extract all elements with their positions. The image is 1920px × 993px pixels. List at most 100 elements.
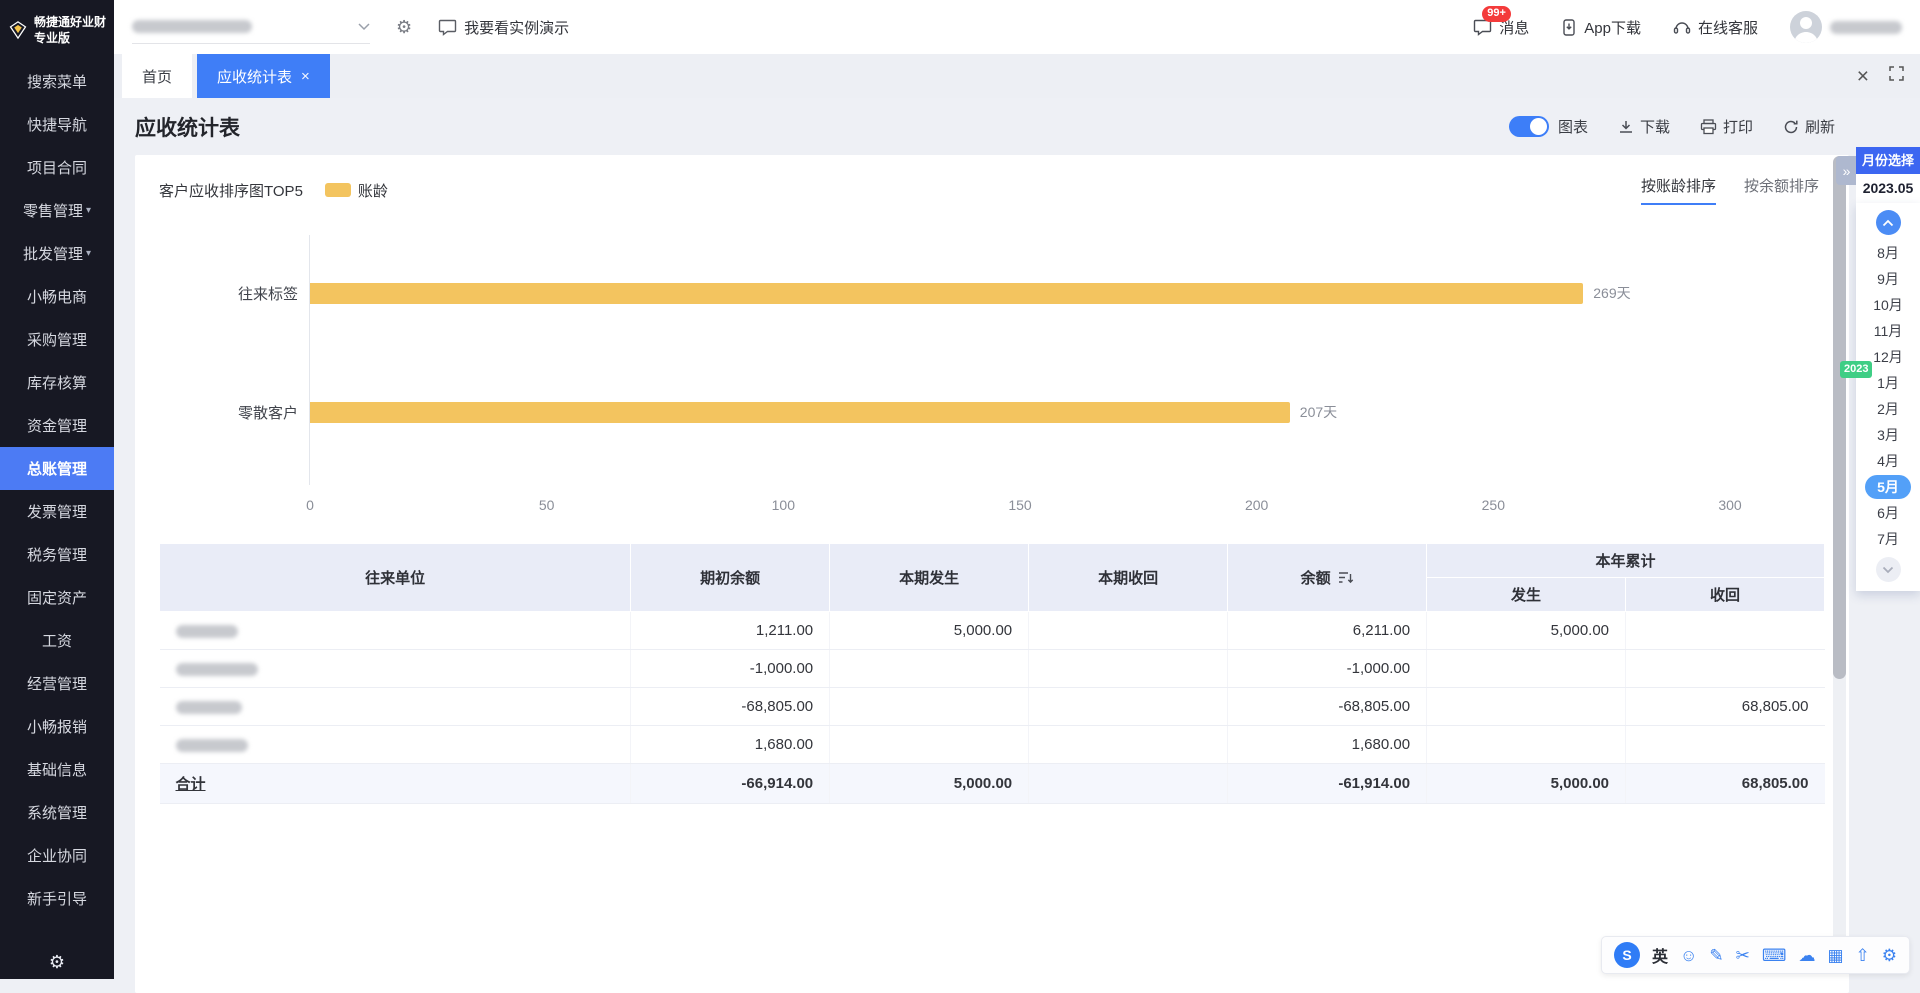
download-icon xyxy=(1619,120,1632,133)
redacted-customer-name xyxy=(175,624,238,638)
smiley-icon[interactable]: ☺ xyxy=(1680,945,1698,965)
cloud-icon[interactable]: ☁ xyxy=(1798,945,1816,965)
sidebar-item[interactable]: 采购管理 xyxy=(0,318,114,361)
grid-icon[interactable]: ▦ xyxy=(1827,945,1844,965)
sort-tab[interactable]: 按账龄排序 xyxy=(1640,175,1716,205)
refresh-button[interactable]: 刷新 xyxy=(1783,116,1835,137)
sidebar-item[interactable]: 税务管理 xyxy=(0,533,114,576)
amount-cell: 68,805.00 xyxy=(1625,687,1825,726)
fullscreen-icon[interactable] xyxy=(1889,66,1904,86)
chart-category-label: 零散客户 xyxy=(237,404,298,422)
table-row[interactable]: -1,000.00 -1,000.00 xyxy=(159,649,1825,688)
month-item[interactable]: 4月 xyxy=(1877,453,1899,469)
app-download-button[interactable]: App下载 xyxy=(1561,17,1641,38)
month-item[interactable]: 1月 xyxy=(1877,375,1899,391)
print-button[interactable]: 打印 xyxy=(1700,116,1753,137)
sidebar-item-label: 批发管理 xyxy=(22,246,83,263)
month-item[interactable]: 6月 xyxy=(1877,505,1899,521)
table-row[interactable]: 1,211.00 5,000.00 6,211.00 5,000.00 xyxy=(159,611,1825,650)
sort-icon[interactable] xyxy=(1338,571,1354,584)
pen-icon[interactable]: ✎ xyxy=(1709,945,1724,965)
collapse-panel-handle[interactable]: » xyxy=(1836,156,1857,185)
month-item[interactable]: 2月 xyxy=(1877,401,1899,417)
sidebar-item[interactable]: 项目合同 xyxy=(0,146,114,189)
scroll-months-up-button[interactable] xyxy=(1875,210,1901,235)
month-item[interactable]: 11月 xyxy=(1873,323,1903,339)
sidebar-item-label: 项目合同 xyxy=(26,160,87,177)
sidebar-item[interactable]: 系统管理 xyxy=(0,791,114,834)
sidebar-item-label: 固定资产 xyxy=(26,590,87,607)
month-item[interactable]: 5月 xyxy=(1865,475,1911,499)
amount-cell xyxy=(1426,725,1627,764)
month-item[interactable]: 12月 xyxy=(1873,349,1903,365)
month-item[interactable]: 9月 xyxy=(1877,271,1899,287)
column-subheader: 收回 xyxy=(1625,577,1825,612)
month-item[interactable]: 10月 xyxy=(1873,297,1903,313)
demo-link[interactable]: 我要看实例演示 xyxy=(438,17,569,38)
sidebar-item[interactable]: 发票管理 xyxy=(0,490,114,533)
sidebar-item[interactable]: 批发管理 ▾ xyxy=(0,232,114,275)
sidebar-item[interactable]: 搜索菜单 xyxy=(0,60,114,103)
sidebar-item[interactable]: 快捷导航 xyxy=(0,103,114,146)
sidebar-item-label: 基础信息 xyxy=(26,762,87,779)
sidebar-item[interactable]: 小畅电商 xyxy=(0,275,114,318)
x-axis-tick: 100 xyxy=(771,497,796,513)
column-header[interactable]: 余额 xyxy=(1227,543,1428,612)
settings-gear-icon[interactable]: ⚙ xyxy=(48,951,66,972)
redacted-customer-name xyxy=(175,662,258,676)
scroll-months-down-button[interactable] xyxy=(1875,557,1901,582)
ime-logo-icon[interactable]: S xyxy=(1614,942,1641,968)
arrow-up-icon[interactable]: ⇧ xyxy=(1855,945,1870,965)
scrollbar-thumb[interactable] xyxy=(1833,156,1846,679)
table-row[interactable]: 1,680.00 1,680.00 xyxy=(159,725,1825,764)
user-menu[interactable] xyxy=(1790,11,1902,43)
sidebar-item[interactable]: 企业协同 xyxy=(0,834,114,877)
month-item[interactable]: 3月 xyxy=(1877,427,1899,443)
sidebar-item[interactable]: 总账管理 xyxy=(0,447,114,490)
tab[interactable]: 首页 xyxy=(122,54,193,98)
messages-button[interactable]: 99+ 消息 xyxy=(1473,5,1529,38)
tab-bar: 首页 应收统计表 × × xyxy=(114,54,1920,98)
sidebar-item[interactable]: 资金管理 xyxy=(0,404,114,447)
table-row[interactable]: -68,805.00 -68,805.00 68,805.00 xyxy=(159,687,1825,726)
sidebar-item[interactable]: 工资 xyxy=(0,619,114,662)
chart-bar-value: 269天 xyxy=(1593,285,1631,301)
sidebar-item[interactable]: 小畅报销 xyxy=(0,705,114,748)
column-header: 期初余额 xyxy=(630,543,831,612)
gear-icon[interactable]: ⚙ xyxy=(396,16,413,37)
keyboard-icon[interactable]: ⌨ xyxy=(1761,945,1787,965)
chart-toggle[interactable] xyxy=(1508,116,1549,137)
vertical-scrollbar[interactable] xyxy=(1833,156,1846,948)
sort-tab[interactable]: 按余额排序 xyxy=(1743,178,1819,195)
org-name-redacted xyxy=(132,20,252,33)
sidebar: 畅捷通好业财 专业版 搜索菜单 快捷导航 项目合同 零售管理 ▾ 批发管理 ▾ 小畅电商 采购管… xyxy=(0,0,114,979)
sidebar-item[interactable]: 基础信息 xyxy=(0,748,114,791)
gear-icon[interactable]: ⚙ xyxy=(1881,945,1897,965)
year-badge: 2023 xyxy=(1840,361,1873,378)
amount-cell: 1,680.00 xyxy=(630,725,831,764)
sidebar-item[interactable]: 库存核算 xyxy=(0,361,114,404)
close-all-tabs-icon[interactable]: × xyxy=(1856,64,1869,88)
avatar xyxy=(1790,11,1822,43)
legend-swatch xyxy=(324,183,351,197)
chevron-down-icon: ▾ xyxy=(85,204,92,216)
tab-label: 首页 xyxy=(142,68,173,86)
org-selector[interactable] xyxy=(132,11,370,44)
ime-language-mode[interactable]: 英 xyxy=(1652,949,1669,966)
sidebar-item[interactable]: 零售管理 ▾ xyxy=(0,189,114,232)
sidebar-item-label: 经营管理 xyxy=(26,676,87,693)
month-item[interactable]: 8月 xyxy=(1877,245,1899,261)
legend: 账龄 xyxy=(324,180,388,201)
total-label[interactable]: 合计 xyxy=(175,776,206,793)
month-item[interactable]: 7月 xyxy=(1877,531,1899,547)
total-amount-cell: 5,000.00 xyxy=(829,763,1030,804)
tab[interactable]: 应收统计表 × xyxy=(197,54,330,98)
scissors-icon[interactable]: ✂ xyxy=(1735,945,1750,965)
support-button[interactable]: 在线客服 xyxy=(1673,17,1758,38)
app-logo: 畅捷通好业财 专业版 xyxy=(0,0,114,60)
download-button[interactable]: 下载 xyxy=(1618,116,1670,137)
close-icon[interactable]: × xyxy=(301,67,310,85)
sidebar-item[interactable]: 新手引导 xyxy=(0,877,114,920)
sidebar-item[interactable]: 经营管理 xyxy=(0,662,114,705)
sidebar-item[interactable]: 固定资产 xyxy=(0,576,114,619)
